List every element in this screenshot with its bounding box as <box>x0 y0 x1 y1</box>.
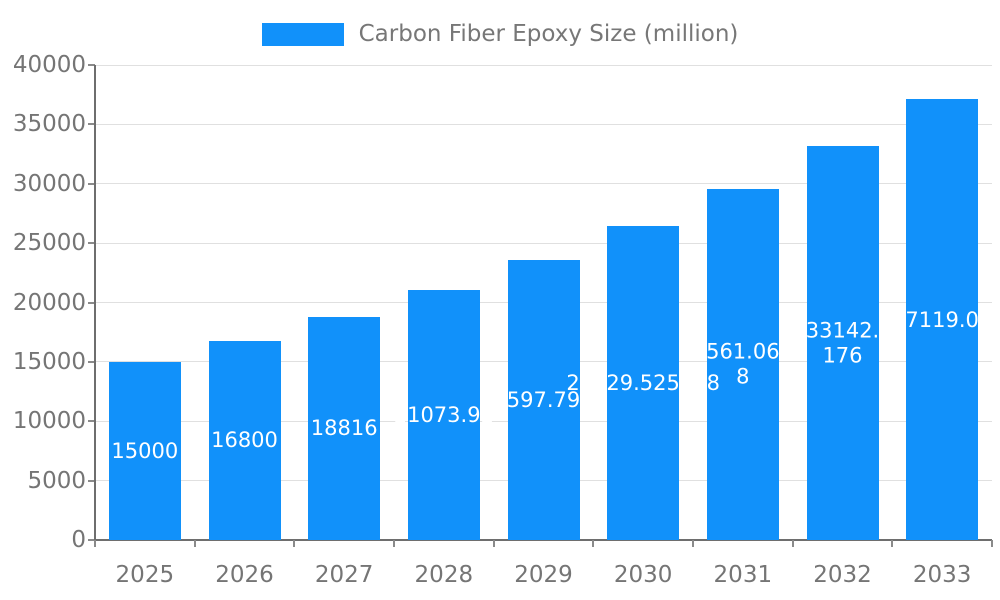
y-axis-line <box>94 65 96 542</box>
x-axis-label: 2033 <box>912 562 972 588</box>
y-axis-tick <box>88 242 95 245</box>
gridline <box>95 64 992 66</box>
x-axis-tick <box>592 540 595 547</box>
bar-2032 <box>806 146 879 540</box>
x-axis-tick <box>891 540 894 547</box>
gridline <box>95 183 992 185</box>
bar-2026 <box>208 340 281 540</box>
x-axis-line <box>95 539 992 541</box>
x-axis-label: 2026 <box>215 562 274 588</box>
bar-2031 <box>706 188 779 540</box>
x-axis-tick <box>94 540 96 547</box>
bar-2028 <box>407 289 480 540</box>
legend: Carbon Fiber Epoxy Size (million) <box>0 21 1000 47</box>
gridline <box>95 123 992 125</box>
y-axis-label: 35000 <box>12 111 86 138</box>
x-axis-label: 2025 <box>115 562 175 588</box>
y-axis-tick <box>88 301 95 304</box>
bar-2029 <box>507 259 580 540</box>
y-axis-label: 20000 <box>12 289 86 316</box>
x-axis-label: 2027 <box>314 562 374 588</box>
x-axis-label: 2028 <box>414 562 474 588</box>
bar-2025 <box>108 361 181 540</box>
x-axis-tick <box>791 540 794 547</box>
y-axis-tick <box>88 420 95 423</box>
y-axis-label: 40000 <box>12 52 86 78</box>
y-axis-label: 10000 <box>12 408 86 435</box>
y-axis-label: 25000 <box>12 230 86 257</box>
x-axis-tick <box>991 540 993 547</box>
y-axis-label: 15000 <box>12 348 86 375</box>
x-axis-tick <box>393 540 395 547</box>
x-axis-tick <box>293 540 296 547</box>
x-axis-label: 2030 <box>613 562 673 588</box>
x-axis-label: 2029 <box>514 562 573 588</box>
gridline <box>95 242 992 244</box>
x-axis-label: 2031 <box>713 562 773 588</box>
y-axis-tick <box>88 182 95 185</box>
x-axis-label: 2032 <box>813 562 872 588</box>
y-axis-label: 5000 <box>27 467 86 494</box>
x-axis-tick <box>692 540 694 547</box>
y-axis-tick <box>88 123 95 126</box>
y-axis-tick <box>88 64 95 66</box>
y-axis-tick <box>88 360 95 363</box>
y-axis-label: 30000 <box>12 170 86 197</box>
legend-swatch <box>261 22 344 46</box>
x-axis-tick <box>193 540 196 547</box>
bar-2033 <box>906 99 979 540</box>
x-axis-tick <box>492 540 495 547</box>
bar-2027 <box>308 316 381 540</box>
y-axis-label: 0 <box>71 527 86 553</box>
bar-2030 <box>607 226 680 540</box>
y-axis-tick <box>88 539 95 541</box>
legend-label: Carbon Fiber Epoxy Size (million) <box>358 21 739 47</box>
y-axis-tick <box>88 479 95 482</box>
